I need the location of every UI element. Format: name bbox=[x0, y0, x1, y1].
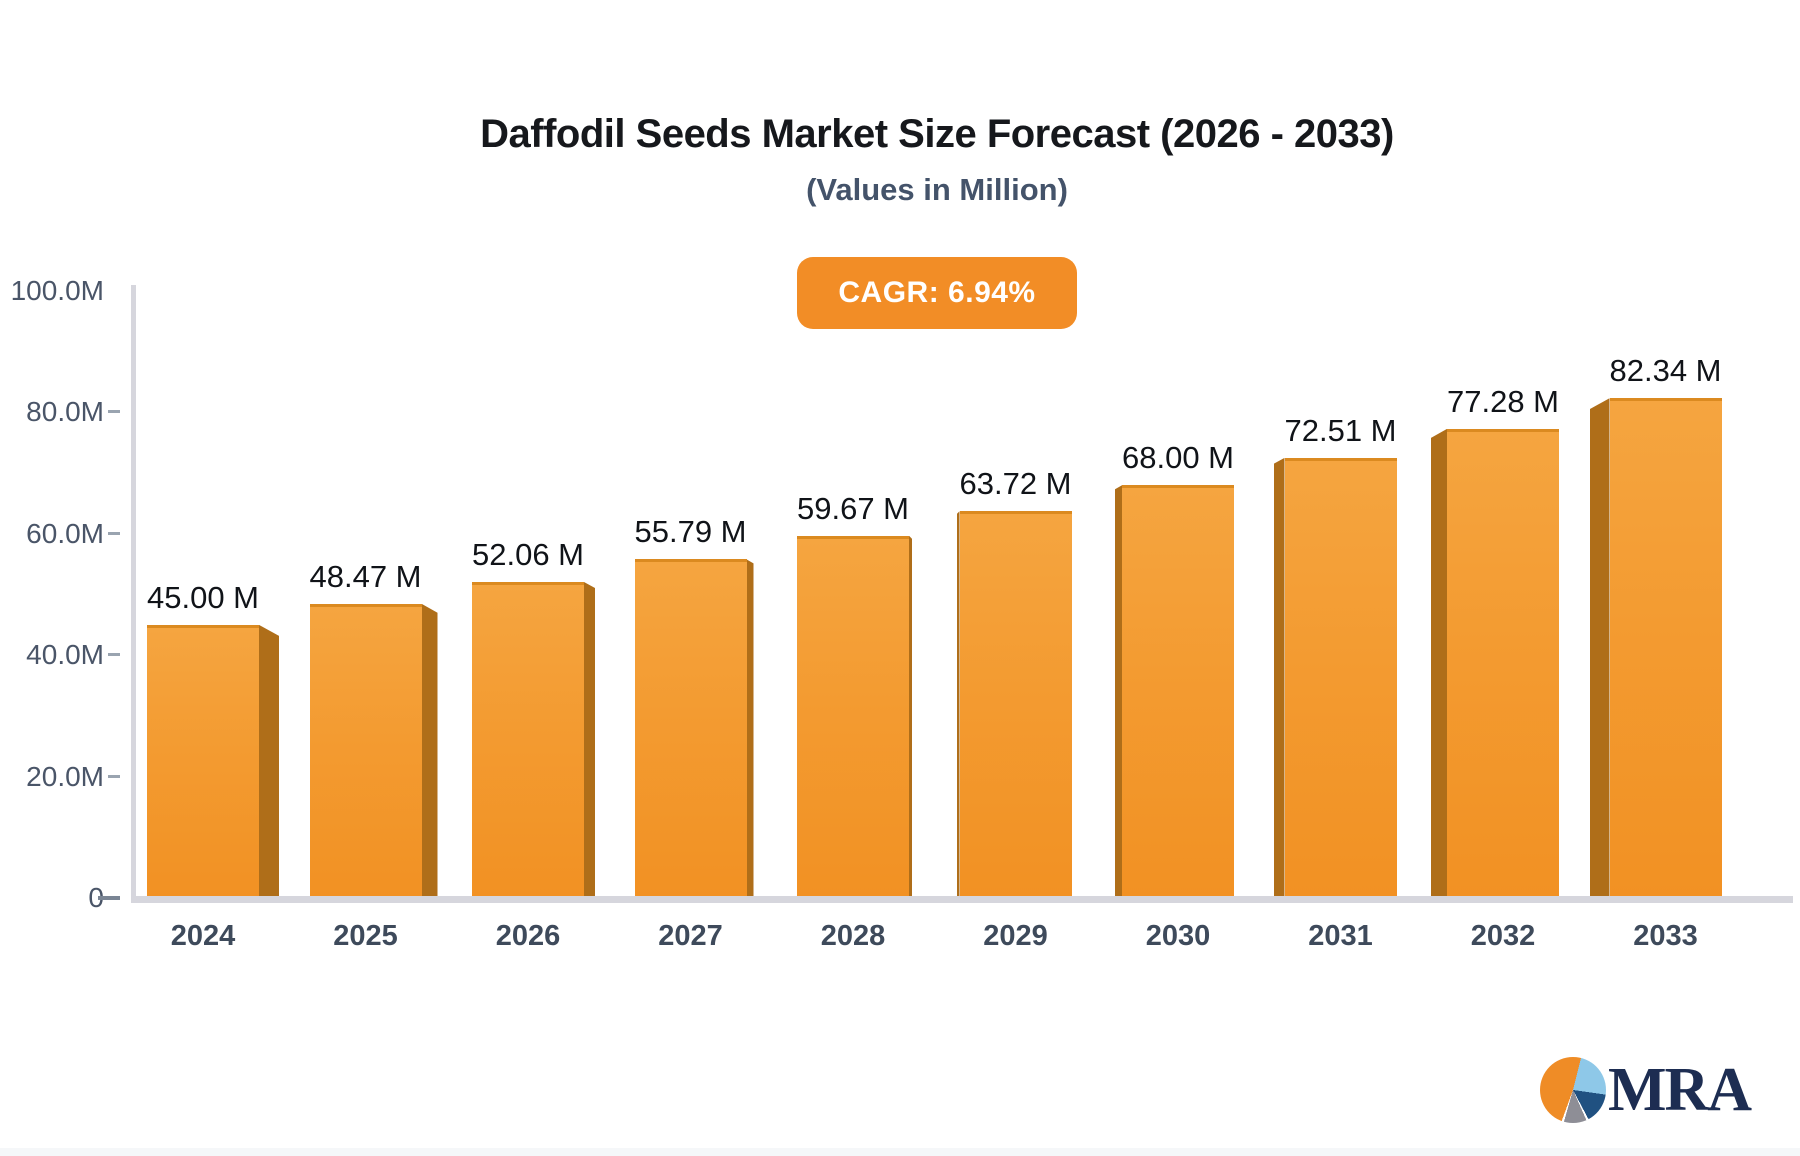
bar-face bbox=[634, 559, 747, 898]
cagr-badge: CAGR: 6.94% bbox=[797, 257, 1077, 329]
y-axis-tick-label: 40.0M bbox=[26, 639, 104, 671]
x-axis-label: 2026 bbox=[495, 920, 561, 952]
bar-side-3d bbox=[746, 559, 754, 898]
chart-subtitle: (Values in Million) bbox=[806, 172, 1068, 207]
x-axis-label: 2029 bbox=[983, 920, 1048, 952]
bar-side-3d bbox=[909, 535, 912, 898]
x-axis-label: 2032 bbox=[1470, 920, 1536, 952]
bar-side-3d bbox=[584, 581, 595, 898]
bar-face bbox=[959, 511, 1072, 898]
bar-side-3d bbox=[1431, 428, 1447, 898]
bar-face bbox=[1447, 428, 1559, 898]
bar-value-label: 68.00 M bbox=[1121, 440, 1234, 476]
y-axis-tick-dash bbox=[98, 896, 120, 900]
x-axis-label: 2030 bbox=[1145, 920, 1211, 952]
y-axis-tick-label: 100.0M bbox=[10, 275, 104, 306]
bar-side-3d bbox=[956, 511, 960, 898]
bar-face bbox=[1122, 485, 1234, 898]
bar-value-label: 82.34 M bbox=[1609, 353, 1722, 389]
x-axis-label: 2031 bbox=[1308, 920, 1373, 952]
bar-face bbox=[147, 624, 259, 898]
bar-face bbox=[797, 535, 909, 898]
y-axis-tick-dash bbox=[108, 410, 120, 414]
x-axis-label: 2025 bbox=[333, 920, 398, 952]
y-axis-tick-label: 20.0M bbox=[26, 760, 104, 792]
bottom-edge-strip bbox=[0, 1148, 1800, 1156]
bar-face bbox=[1609, 398, 1722, 898]
y-axis-line bbox=[131, 285, 136, 903]
x-axis-label: 2033 bbox=[1633, 920, 1698, 952]
bar-value-label: 52.06 M bbox=[471, 536, 584, 572]
bar-value-label: 63.72 M bbox=[959, 466, 1072, 502]
bar-value-label: 59.67 M bbox=[796, 490, 909, 526]
x-axis-label: 2027 bbox=[658, 920, 723, 952]
bar-value-label: 45.00 M bbox=[146, 579, 259, 615]
y-axis-tick-dash bbox=[108, 653, 120, 657]
brand-logo: MRA bbox=[1540, 1054, 1760, 1126]
bar-value-label: 48.47 M bbox=[309, 558, 422, 594]
x-axis-label: 2028 bbox=[820, 920, 886, 952]
bar-value-label: 72.51 M bbox=[1284, 412, 1397, 448]
y-axis-tick-label: 0 bbox=[88, 882, 104, 913]
y-axis-tick-dash bbox=[108, 531, 120, 535]
bar-face bbox=[309, 603, 422, 898]
x-axis-label: 2024 bbox=[170, 920, 236, 952]
logo-text: MRA bbox=[1608, 1056, 1752, 1124]
page-title: Daffodil Seeds Market Size Forecast (202… bbox=[480, 112, 1394, 156]
bar-face bbox=[1284, 457, 1397, 898]
pie-chart-logo-icon bbox=[1540, 1057, 1606, 1123]
bar-value-label: 77.28 M bbox=[1446, 383, 1559, 419]
bar-side-3d bbox=[1115, 485, 1122, 898]
bar-value-label: 55.79 M bbox=[634, 514, 747, 550]
bar-side-3d bbox=[1273, 457, 1285, 898]
bar-side-3d bbox=[259, 624, 279, 898]
y-axis-tick-label: 60.0M bbox=[26, 517, 104, 549]
y-axis-tick-label: 80.0M bbox=[26, 396, 104, 428]
bar-side-3d bbox=[421, 603, 438, 898]
y-axis-tick-dash bbox=[108, 774, 120, 778]
x-axis-baseline bbox=[131, 896, 1793, 903]
bar-face bbox=[472, 581, 584, 898]
bar-side-3d bbox=[1589, 398, 1610, 898]
